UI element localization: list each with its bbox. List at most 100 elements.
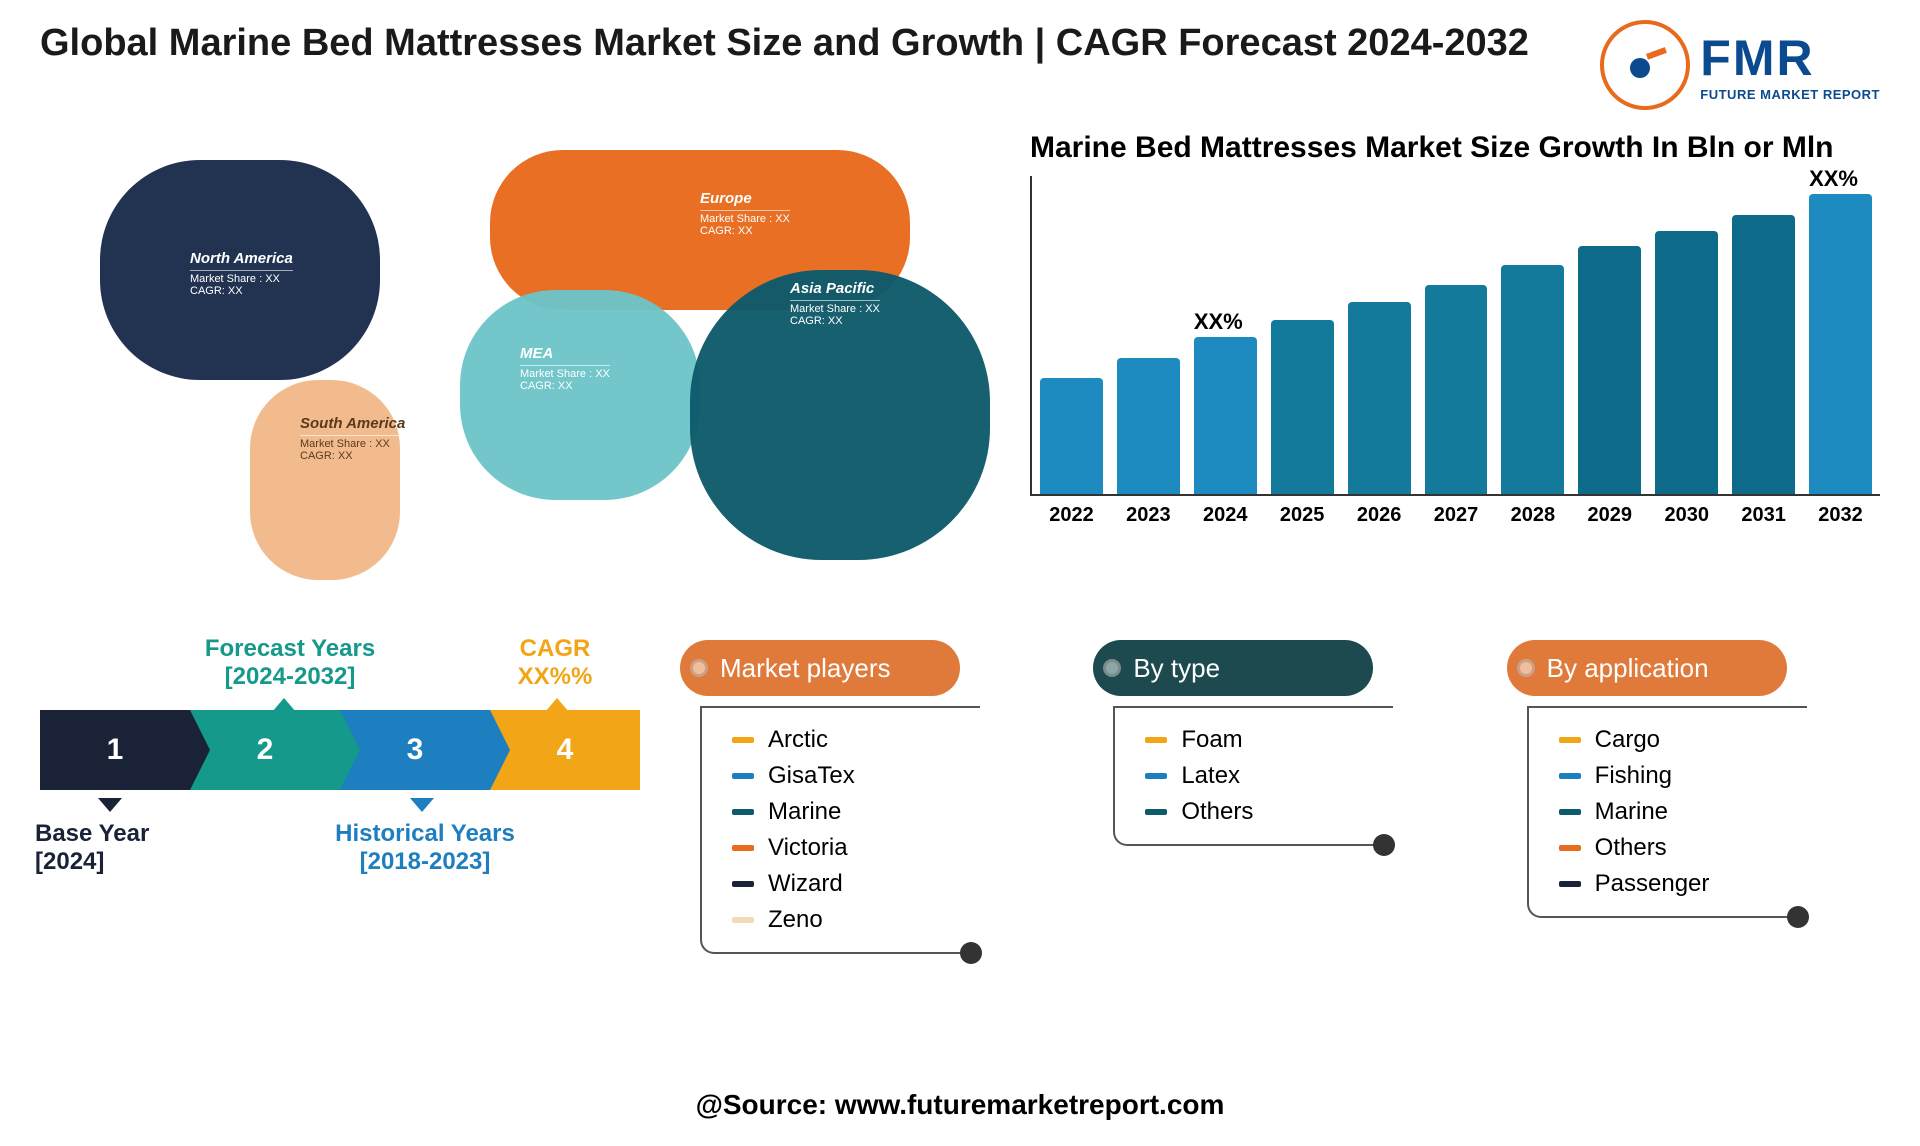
list-item: Arctic — [732, 722, 960, 758]
region-label: MEAMarket Share : XXCAGR: XX — [520, 345, 610, 392]
by-type-header: By type — [1093, 640, 1373, 696]
bar — [1271, 320, 1334, 494]
chart-bars: XX%XX% — [1030, 176, 1880, 496]
swatch-icon — [732, 773, 754, 779]
x-tick-label: 2027 — [1425, 504, 1488, 527]
list-item: Foam — [1145, 722, 1373, 758]
bar — [1348, 302, 1411, 494]
cagr-label: CAGR XX%% — [495, 635, 615, 691]
hist-range: [2018-2023] — [360, 848, 491, 875]
base-label-text: Base Year — [35, 820, 149, 847]
list-item: Wizard — [732, 866, 960, 902]
region-mea — [460, 290, 700, 500]
bar-annotation: XX% — [1194, 309, 1243, 335]
base-range: [2024] — [35, 848, 104, 875]
page-title: Global Marine Bed Mattresses Market Size… — [40, 20, 1529, 68]
x-tick-label: 2032 — [1809, 504, 1872, 527]
cagr-label-text: CAGR — [520, 635, 591, 662]
hist-label-text: Historical Years — [335, 820, 515, 847]
bar-column — [1271, 320, 1334, 494]
bar — [1732, 215, 1795, 494]
triangle-down-icon — [410, 798, 434, 812]
list-item-label: Cargo — [1595, 726, 1660, 754]
list-item-label: Passenger — [1595, 870, 1710, 898]
swatch-icon — [732, 845, 754, 851]
swatch-icon — [732, 737, 754, 743]
bar-column: XX% — [1194, 337, 1257, 494]
list-item-label: Foam — [1181, 726, 1242, 754]
upper-row: North AmericaMarket Share : XXCAGR: XXSo… — [40, 120, 1880, 600]
forecast-label: Forecast Years [2024-2032] — [190, 635, 390, 691]
x-tick-label: 2025 — [1271, 504, 1334, 527]
x-tick-label: 2031 — [1732, 504, 1795, 527]
list-item-label: Wizard — [768, 870, 843, 898]
x-tick-label: 2024 — [1194, 504, 1257, 527]
region-label: North AmericaMarket Share : XXCAGR: XX — [190, 250, 293, 297]
bar-chart: Marine Bed Mattresses Market Size Growth… — [1030, 120, 1880, 600]
list-item-label: GisaTex — [768, 762, 855, 790]
logo-text: FMR — [1700, 29, 1880, 87]
timeline-cell: 4 — [490, 710, 640, 790]
logo: FMR FUTURE MARKET REPORT — [1600, 20, 1880, 110]
lower-row: Forecast Years [2024-2032] CAGR XX%% 123… — [40, 640, 1880, 954]
list-item: Cargo — [1559, 722, 1787, 758]
swatch-icon — [1145, 809, 1167, 815]
swatch-icon — [1559, 881, 1581, 887]
x-tick-label: 2023 — [1117, 504, 1180, 527]
bar-column: XX% — [1809, 194, 1872, 494]
list-item: Fishing — [1559, 758, 1787, 794]
forecast-range: [2024-2032] — [225, 663, 356, 690]
bar-annotation: XX% — [1809, 166, 1858, 192]
list-item: Marine — [732, 794, 960, 830]
list-item: Passenger — [1559, 866, 1787, 902]
list-item-label: Fishing — [1595, 762, 1672, 790]
triangle-down-icon — [98, 798, 122, 812]
list-item: Others — [1145, 794, 1373, 830]
bar-column — [1117, 358, 1180, 494]
by-application-list: CargoFishingMarineOthersPassenger — [1527, 706, 1807, 918]
region-label: Asia PacificMarket Share : XXCAGR: XX — [790, 280, 880, 327]
list-item: GisaTex — [732, 758, 960, 794]
bullet-icon — [690, 659, 708, 677]
timeline: Forecast Years [2024-2032] CAGR XX%% 123… — [40, 640, 640, 790]
list-item: Zeno — [732, 902, 960, 938]
x-tick-label: 2022 — [1040, 504, 1103, 527]
bar — [1117, 358, 1180, 494]
market-players-title: Market players — [720, 653, 891, 684]
source-attribution: @Source: www.futuremarketreport.com — [0, 1089, 1920, 1121]
chart-title: Marine Bed Mattresses Market Size Growth… — [1030, 130, 1880, 166]
by-type-block: By type FoamLatexOthers — [1093, 640, 1466, 846]
bar — [1578, 246, 1641, 494]
list-item-label: Marine — [768, 798, 841, 826]
swatch-icon — [1145, 737, 1167, 743]
chart-x-axis: 2022202320242025202620272028202920302031… — [1030, 496, 1880, 527]
logo-subtitle: FUTURE MARKET REPORT — [1700, 87, 1880, 102]
bar — [1501, 265, 1564, 494]
bar-column — [1578, 246, 1641, 494]
x-tick-label: 2029 — [1578, 504, 1641, 527]
bar — [1655, 231, 1718, 495]
region-south-america — [250, 380, 400, 580]
list-item-label: Others — [1595, 834, 1667, 862]
market-players-block: Market players Arctic GisaTex Marine Victor… — [680, 640, 1053, 954]
world-map: North AmericaMarket Share : XXCAGR: XXSo… — [40, 120, 1000, 600]
swatch-icon — [1559, 809, 1581, 815]
timeline-cells: 1234 — [40, 710, 640, 790]
timeline-cell: 2 — [190, 710, 340, 790]
by-application-header: By application — [1507, 640, 1787, 696]
x-tick-label: 2030 — [1655, 504, 1718, 527]
swatch-icon — [1145, 773, 1167, 779]
timeline-cell: 3 — [340, 710, 490, 790]
list-item-label: Arctic — [768, 726, 828, 754]
list-item-label: Others — [1181, 798, 1253, 826]
swatch-icon — [732, 917, 754, 923]
bar: XX% — [1194, 337, 1257, 494]
swatch-icon — [1559, 773, 1581, 779]
cagr-value: XX%% — [518, 663, 593, 690]
x-tick-label: 2026 — [1348, 504, 1411, 527]
list-item: Victoria — [732, 830, 960, 866]
market-players-header: Market players — [680, 640, 960, 696]
historical-label: Historical Years [2018-2023] — [310, 820, 540, 876]
bar-column — [1501, 265, 1564, 494]
base-year-label: Base Year [2024] — [35, 820, 195, 876]
